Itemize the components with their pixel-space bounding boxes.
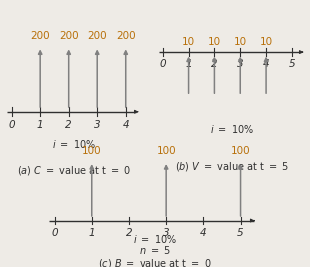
Text: 100: 100 [82, 146, 102, 156]
Text: 10: 10 [182, 37, 195, 47]
Text: 1: 1 [185, 59, 192, 69]
Text: 0: 0 [8, 120, 15, 129]
Text: 2: 2 [126, 228, 132, 238]
Text: $i\ =\ 10\%$: $i\ =\ 10\%$ [133, 233, 177, 245]
Text: 2: 2 [65, 120, 72, 129]
Text: 0: 0 [51, 228, 58, 238]
Text: 3: 3 [94, 120, 100, 129]
Text: 10: 10 [234, 37, 247, 47]
Text: 100: 100 [156, 146, 176, 156]
Text: $(a)\ C\ =\ \rm{value\ at}\ t\ =\ 0$: $(a)\ C\ =\ \rm{value\ at}\ t\ =\ 0$ [17, 164, 131, 177]
Text: 200: 200 [87, 31, 107, 41]
Text: 200: 200 [59, 31, 78, 41]
Text: 3: 3 [237, 59, 244, 69]
Text: $(c)\ B\ =\ \rm{value\ at}\ t\ =\ 0$: $(c)\ B\ =\ \rm{value\ at}\ t\ =\ 0$ [98, 257, 212, 267]
Text: 1: 1 [88, 228, 95, 238]
Text: 2: 2 [211, 59, 218, 69]
Text: 200: 200 [30, 31, 50, 41]
Text: $i\ =\ 10\%$: $i\ =\ 10\%$ [210, 123, 255, 135]
Text: 200: 200 [116, 31, 135, 41]
Text: 10: 10 [208, 37, 221, 47]
Text: 5: 5 [289, 59, 295, 69]
Text: 100: 100 [231, 146, 250, 156]
Text: 10: 10 [259, 37, 273, 47]
Text: $n\ =\ 5$: $n\ =\ 5$ [139, 244, 171, 256]
Text: 0: 0 [159, 59, 166, 69]
Text: $(b)\ V\ =\ \rm{value\ at}\ t\ =\ 5$: $(b)\ V\ =\ \rm{value\ at}\ t\ =\ 5$ [175, 160, 290, 173]
Text: 1: 1 [37, 120, 43, 129]
Text: 4: 4 [200, 228, 207, 238]
Text: $i\ =\ 10\%$: $i\ =\ 10\%$ [52, 138, 96, 150]
Text: 5: 5 [237, 228, 244, 238]
Text: 3: 3 [163, 228, 170, 238]
Text: 4: 4 [122, 120, 129, 129]
Text: 4: 4 [263, 59, 269, 69]
